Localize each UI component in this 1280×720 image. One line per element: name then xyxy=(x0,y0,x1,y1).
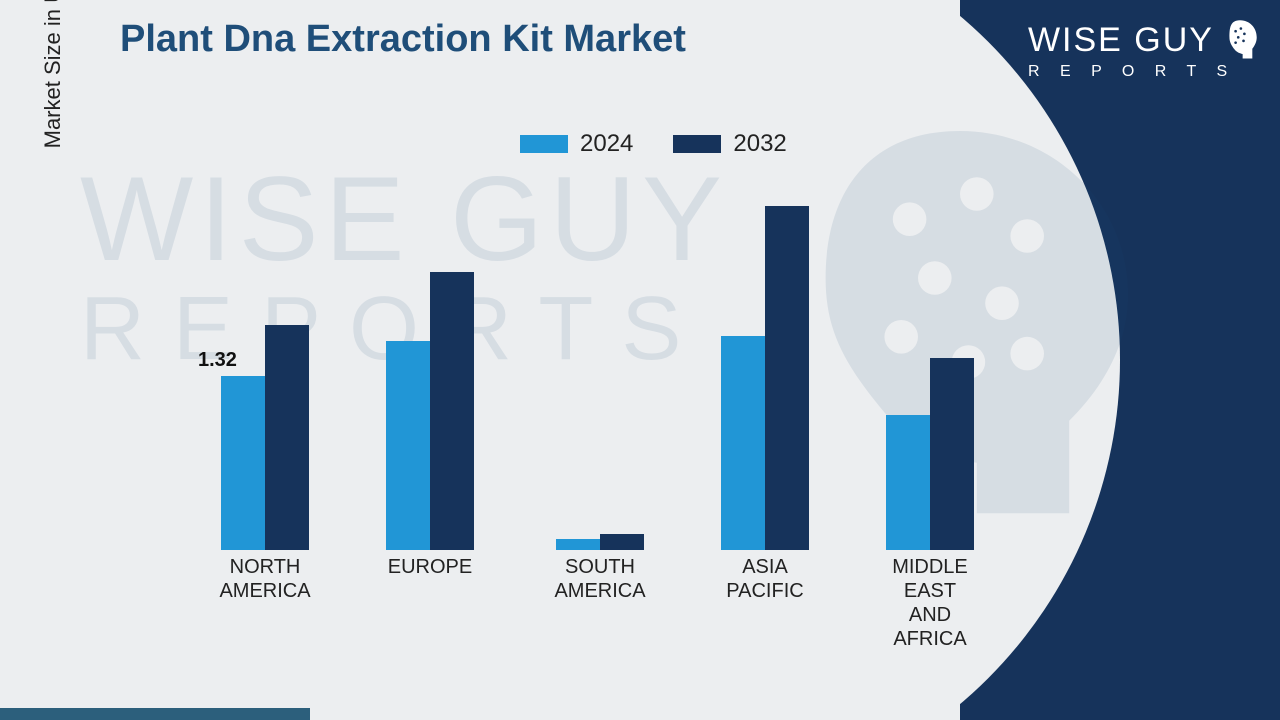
bar xyxy=(556,539,600,550)
legend: 2024 2032 xyxy=(520,130,787,158)
bar xyxy=(765,206,809,550)
plot-area: 1.32 xyxy=(145,180,985,550)
bar-group xyxy=(365,272,495,550)
brand-head-icon xyxy=(1218,18,1262,62)
bottom-accent-bar xyxy=(0,708,310,720)
bar xyxy=(930,358,974,550)
brand-line1: WISE GUY xyxy=(1028,23,1214,57)
x-axis-label: SOUTHAMERICA xyxy=(535,555,665,603)
bar xyxy=(721,336,765,550)
bar xyxy=(430,272,474,550)
brand-logo: WISE GUY R E P O R T S xyxy=(1028,18,1262,80)
bar-value-label: 1.32 xyxy=(198,349,237,372)
bar xyxy=(886,415,930,550)
x-axis-label: NORTHAMERICA xyxy=(200,555,330,603)
x-axis-label: ASIAPACIFIC xyxy=(700,555,830,603)
page: WISE GUY R E P O R T S Plant Dna Extract… xyxy=(0,0,1280,720)
chart-title: Plant Dna Extraction Kit Market xyxy=(120,18,686,61)
bar-group xyxy=(865,358,995,550)
chart: Market Size in USD Billion 2024 2032 1.3… xyxy=(50,130,990,690)
legend-label-2024: 2024 xyxy=(580,130,633,158)
x-axis-label: MIDDLEEASTANDAFRICA xyxy=(865,555,995,651)
brand-line2: R E P O R T S xyxy=(1028,64,1262,80)
bar-group xyxy=(535,534,665,550)
bar xyxy=(600,534,644,550)
legend-item-2032: 2032 xyxy=(673,130,786,158)
legend-swatch-2024 xyxy=(520,135,568,153)
legend-item-2024: 2024 xyxy=(520,130,633,158)
x-axis-label: EUROPE xyxy=(365,555,495,579)
bar xyxy=(221,376,265,550)
bar xyxy=(386,341,430,550)
legend-swatch-2032 xyxy=(673,135,721,153)
bar xyxy=(265,325,309,550)
bar-group xyxy=(700,206,830,550)
y-axis-label: Market Size in USD Billion xyxy=(40,0,66,210)
right-panel xyxy=(960,0,1280,720)
x-axis-labels: NORTHAMERICA EUROPE SOUTHAMERICA ASIAPACIFI… xyxy=(145,555,985,675)
legend-label-2032: 2032 xyxy=(733,130,786,158)
